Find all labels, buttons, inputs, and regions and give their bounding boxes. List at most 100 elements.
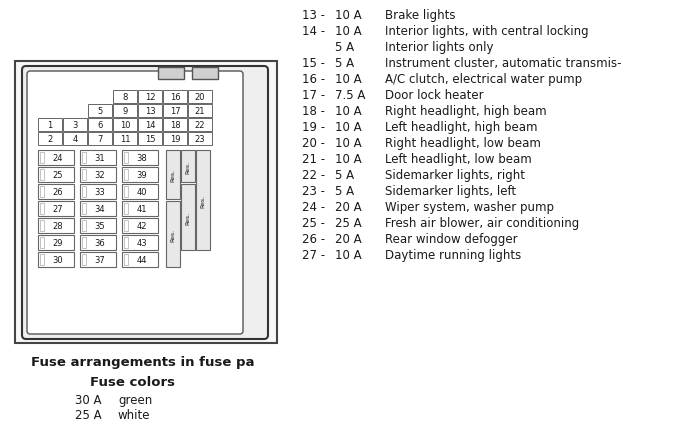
Text: 5 A: 5 A — [335, 57, 354, 70]
Text: 21 -: 21 - — [302, 153, 325, 166]
Bar — [188, 133, 212, 146]
Bar — [38, 236, 74, 251]
Text: 7: 7 — [97, 135, 103, 144]
Text: Interior lights only: Interior lights only — [385, 41, 494, 54]
Text: Left headlight, high beam: Left headlight, high beam — [385, 121, 538, 134]
Bar — [196, 151, 210, 251]
Bar — [82, 254, 86, 265]
Text: 31: 31 — [94, 154, 105, 162]
Bar — [188, 105, 212, 118]
Bar — [138, 133, 162, 146]
Text: 25 -: 25 - — [302, 216, 325, 230]
Bar — [40, 204, 44, 215]
Bar — [138, 119, 162, 132]
Bar — [88, 105, 112, 118]
Text: 17: 17 — [169, 107, 181, 116]
Bar — [122, 236, 158, 251]
Text: 17 -: 17 - — [302, 89, 325, 102]
Text: 3: 3 — [72, 121, 78, 130]
Bar — [82, 237, 86, 248]
Bar — [138, 91, 162, 104]
Text: 25: 25 — [52, 171, 63, 180]
Text: 19 -: 19 - — [302, 121, 325, 134]
Bar — [158, 68, 184, 80]
Text: 20 -: 20 - — [302, 137, 325, 150]
Bar — [80, 236, 116, 251]
Text: 37: 37 — [94, 255, 106, 265]
Text: Fuse arrangements in fuse pa: Fuse arrangements in fuse pa — [32, 355, 255, 368]
Bar — [166, 201, 180, 267]
Text: 40: 40 — [136, 187, 147, 197]
Text: 2: 2 — [48, 135, 52, 144]
Bar — [113, 91, 137, 104]
Text: green: green — [118, 393, 153, 406]
Text: 5 A: 5 A — [335, 41, 354, 54]
Text: 6: 6 — [97, 121, 103, 130]
Text: Sidemarker lights, left: Sidemarker lights, left — [385, 184, 516, 198]
Text: 8: 8 — [122, 93, 127, 102]
Text: Res.: Res. — [171, 228, 176, 241]
Bar — [38, 119, 62, 132]
Text: 30 A: 30 A — [75, 393, 101, 406]
Text: 24: 24 — [52, 154, 63, 162]
Bar — [124, 237, 128, 248]
Text: 18 -: 18 - — [302, 105, 325, 118]
Text: 25 A: 25 A — [75, 408, 101, 421]
Bar — [163, 133, 187, 146]
Text: 44: 44 — [136, 255, 147, 265]
Bar — [63, 133, 87, 146]
Bar — [124, 170, 128, 180]
Text: 25 A: 25 A — [335, 216, 362, 230]
Text: 21: 21 — [195, 107, 205, 116]
Bar — [38, 201, 74, 216]
Text: 33: 33 — [94, 187, 106, 197]
Text: 15: 15 — [145, 135, 155, 144]
FancyBboxPatch shape — [22, 67, 268, 339]
Text: 4: 4 — [72, 135, 78, 144]
Bar — [113, 133, 137, 146]
Bar — [163, 91, 187, 104]
Bar — [40, 220, 44, 231]
Bar — [188, 119, 212, 132]
Bar — [38, 219, 74, 233]
Bar — [38, 168, 74, 183]
Bar — [163, 105, 187, 118]
Text: Res.: Res. — [186, 160, 190, 173]
Text: 41: 41 — [136, 205, 147, 213]
FancyBboxPatch shape — [27, 72, 243, 334]
Text: 10 A: 10 A — [335, 73, 362, 86]
Text: 1: 1 — [48, 121, 52, 130]
Text: 10 A: 10 A — [335, 137, 362, 150]
Text: 15 -: 15 - — [302, 57, 325, 70]
Text: 16 -: 16 - — [302, 73, 325, 86]
Text: Res.: Res. — [171, 169, 176, 182]
Bar — [80, 168, 116, 183]
Text: 27: 27 — [52, 205, 63, 213]
Text: 14: 14 — [145, 121, 155, 130]
Bar — [88, 119, 112, 132]
Text: 7.5 A: 7.5 A — [335, 89, 365, 102]
Bar — [163, 119, 187, 132]
Text: 10 A: 10 A — [335, 248, 362, 261]
Bar — [122, 184, 158, 200]
Text: 20 A: 20 A — [335, 201, 362, 213]
Bar — [38, 252, 74, 267]
Bar — [113, 119, 137, 132]
Bar — [40, 187, 44, 198]
Text: Right headlight, low beam: Right headlight, low beam — [385, 137, 541, 150]
Text: 10 A: 10 A — [335, 9, 362, 22]
Bar — [122, 151, 158, 166]
Text: 30: 30 — [52, 255, 63, 265]
Text: A/C clutch, electrical water pump: A/C clutch, electrical water pump — [385, 73, 582, 86]
Bar — [122, 219, 158, 233]
Text: 29: 29 — [52, 238, 63, 247]
Bar — [122, 201, 158, 216]
Bar — [82, 187, 86, 198]
Text: Door lock heater: Door lock heater — [385, 89, 484, 102]
Bar — [80, 201, 116, 216]
Text: 32: 32 — [94, 171, 105, 180]
Text: 12: 12 — [145, 93, 155, 102]
Text: Res.: Res. — [200, 194, 206, 207]
Bar — [124, 220, 128, 231]
Text: 34: 34 — [94, 205, 105, 213]
